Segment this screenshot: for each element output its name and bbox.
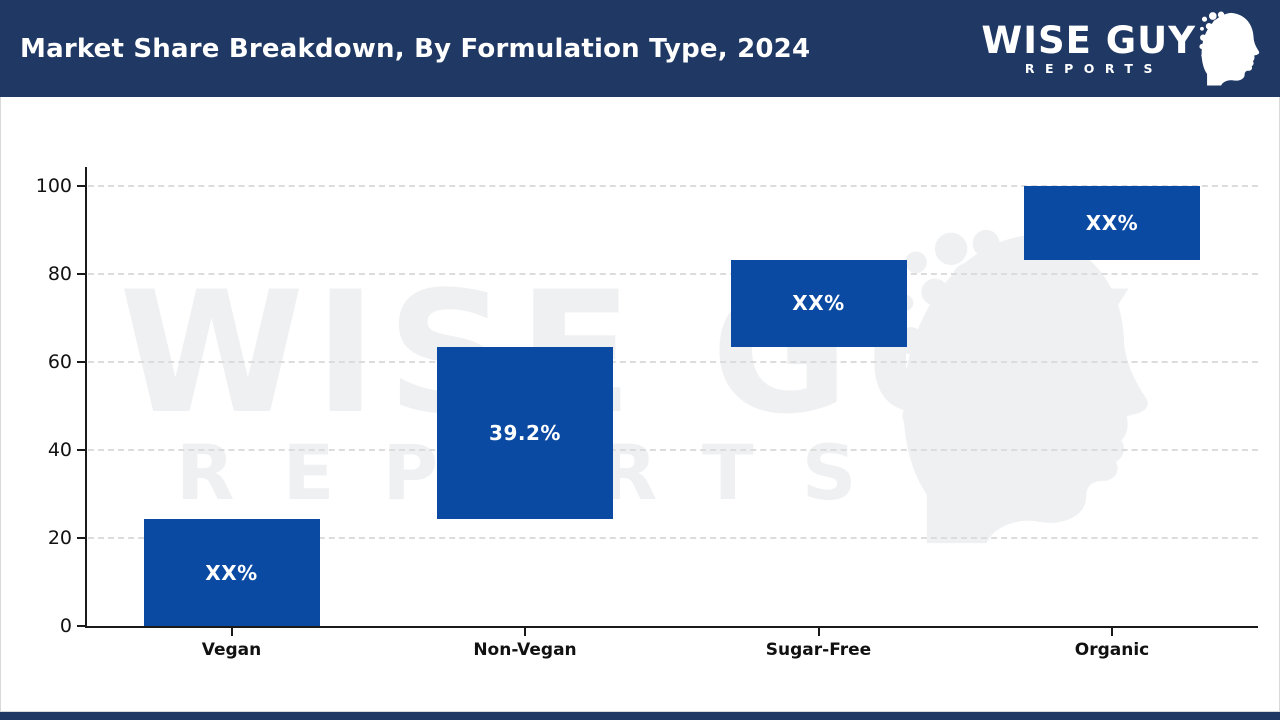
y-axis-tick-20 <box>77 537 85 539</box>
x-axis-category-label-vegan: Vegan <box>201 640 262 660</box>
bar-vegan: XX% <box>143 519 320 626</box>
y-axis-tick-label-0: 0 <box>59 615 72 637</box>
chart-area: WISE GUY REPORTS 020406080100XX%Vegan39.… <box>0 97 1280 712</box>
x-axis-category-label-non-vegan: Non-Vegan <box>473 640 577 660</box>
wiseguy-logo: WISE GUY REPORTS <box>981 9 1262 88</box>
bar-value-label-vegan: XX% <box>205 560 258 585</box>
y-axis-tick-40 <box>77 449 85 451</box>
y-axis-tick-label-40: 40 <box>47 439 72 461</box>
x-axis-tick-non-vegan <box>524 628 526 636</box>
gridline-y20 <box>88 537 1258 539</box>
bar-sugar-free: XX% <box>730 259 907 347</box>
bar-value-label-organic: XX% <box>1085 210 1139 235</box>
x-axis-tick-sugar-free <box>817 628 820 636</box>
header-bar: Market Share Breakdown, By Formulation T… <box>0 0 1280 97</box>
page-title: Market Share Breakdown, By Formulation T… <box>20 33 811 64</box>
y-axis-tick-label-100: 100 <box>35 175 72 197</box>
y-axis-tick-label-20: 20 <box>47 527 72 549</box>
y-axis-line <box>85 167 87 628</box>
bar-value-label-non-vegan: 39.2% <box>489 420 561 445</box>
x-axis-category-label-sugar-free: Sugar-Free <box>765 640 872 660</box>
bar-value-label-sugar-free: XX% <box>792 291 845 316</box>
x-axis-tick-organic <box>1111 628 1113 636</box>
gridline-y40 <box>88 449 1258 451</box>
bar-organic: XX% <box>1024 186 1200 260</box>
x-axis-category-label-organic: Organic <box>1074 640 1150 660</box>
x-axis-tick-vegan <box>230 628 233 636</box>
plot-region: 0 20 40 60 80 100 XX% Vegan 39.2% Non-Vegan XX% Sug… <box>1 97 1279 711</box>
gridline-y60 <box>88 361 1258 363</box>
bar-non-vegan: 39.2% <box>437 346 613 520</box>
y-axis-tick-60 <box>77 361 85 363</box>
logo-reports-label: REPORTS <box>1024 60 1163 76</box>
y-axis-tick-80 <box>77 273 85 275</box>
footer-bar <box>0 712 1280 720</box>
y-axis-tick-100 <box>77 185 85 187</box>
logo-wiseguy-label: WISE GUY <box>981 18 1196 62</box>
y-axis-tick-0 <box>77 625 85 627</box>
x-axis-line <box>85 626 1258 628</box>
y-axis-tick-label-60: 60 <box>47 351 72 373</box>
y-axis-tick-label-80: 80 <box>47 263 72 285</box>
gridline-y100 <box>88 185 1258 187</box>
wiseguy-head-icon <box>1199 11 1260 86</box>
gridline-y80 <box>88 273 1258 275</box>
wiseguy-logo-text: WISE GUY REPORTS <box>981 22 1196 76</box>
